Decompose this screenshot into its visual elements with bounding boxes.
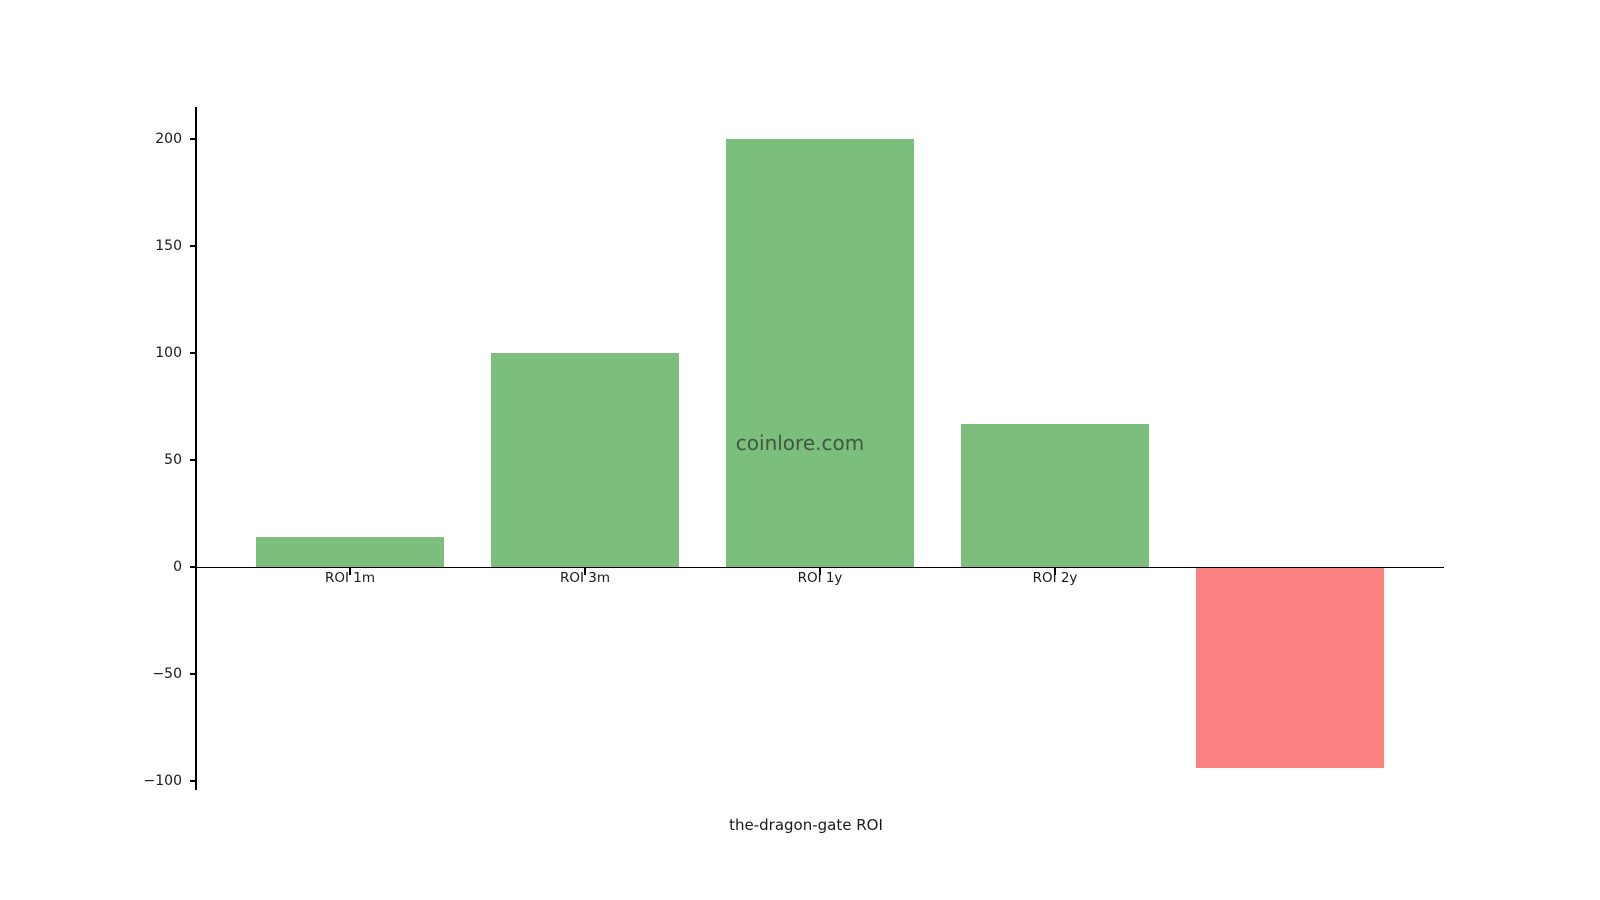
x-tick-label-3: ROI 2y (1032, 570, 1078, 586)
y-tick-label-150: 150 (155, 238, 182, 254)
bar-4 (1196, 567, 1384, 769)
y-tick-label-100: 100 (155, 345, 182, 361)
y-tick-label-0: 0 (173, 559, 182, 575)
y-tick-mark-50 (190, 459, 195, 461)
bar-3-roi-2y (961, 423, 1149, 567)
bar-2-roi-1y (726, 139, 914, 567)
x-axis-zero-line (195, 566, 1444, 568)
y-tick-mark--50 (190, 673, 195, 675)
x-tick-mark-3 (1054, 567, 1056, 575)
y-tick-mark-150 (190, 245, 195, 247)
y-tick-label--50: −50 (152, 666, 182, 682)
x-tick-label-2: ROI 1y (797, 570, 843, 586)
y-tick-mark-0 (190, 566, 195, 568)
x-tick-mark-0 (349, 567, 351, 575)
bar-1-roi-3m (491, 353, 679, 567)
x-tick-mark-2 (819, 567, 821, 575)
x-tick-label-1: ROI 3m (559, 570, 611, 586)
y-tick-mark--100 (190, 780, 195, 782)
chart-title: the-dragon-gate ROI (729, 816, 883, 834)
y-tick-label-200: 200 (155, 131, 182, 147)
x-tick-mark-1 (584, 567, 586, 575)
y-tick-mark-200 (190, 138, 195, 140)
bar-0-roi-1m (256, 537, 444, 567)
y-tick-label--100: −100 (143, 773, 182, 789)
y-tick-mark-100 (190, 352, 195, 354)
y-axis-spine (195, 107, 197, 790)
y-tick-label-50: 50 (164, 452, 182, 468)
x-tick-label-0: ROI 1m (324, 570, 376, 586)
watermark-text: coinlore.com (735, 431, 865, 455)
